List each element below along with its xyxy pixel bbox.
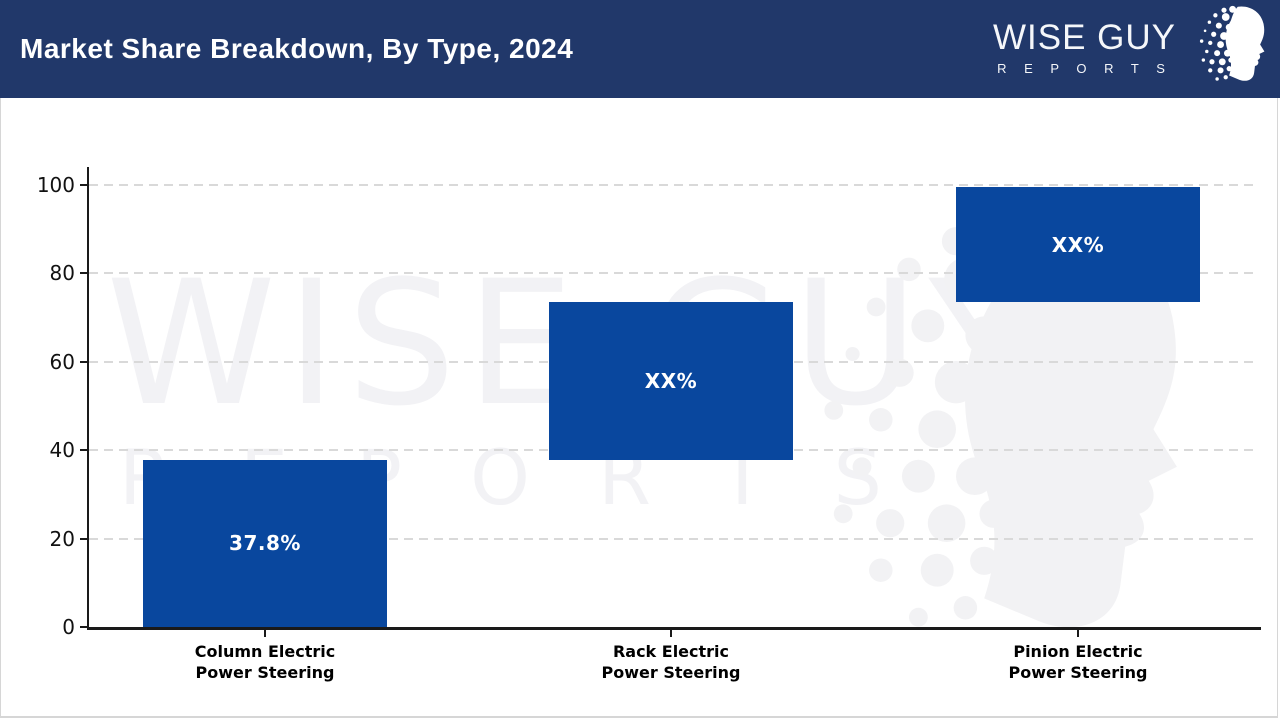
chart-area: WISE GUY R E P O R T S 0 20 40 60 80 100 37.8%… <box>0 98 1278 718</box>
y-axis-tick <box>80 449 89 452</box>
y-axis-tick-label: 80 <box>49 261 75 286</box>
y-axis-tick <box>80 184 89 186</box>
category-label-line: Column Electric <box>194 642 336 661</box>
gridline <box>89 537 1259 540</box>
y-axis-tick-label: 40 <box>49 438 75 463</box>
header: Market Share Breakdown, By Type, 2024 WI… <box>0 0 1280 98</box>
category-label-line: Power Steering <box>601 663 741 682</box>
x-axis-tick <box>670 630 672 637</box>
y-axis-tick-label: 20 <box>49 526 75 551</box>
y-axis-tick <box>80 537 89 540</box>
bar-value-label: XX% <box>1051 232 1105 257</box>
logo-subtitle: R E P O R T S <box>997 61 1172 76</box>
category-label-line: Rack Electric <box>612 642 730 661</box>
y-axis-tick <box>80 360 89 363</box>
logo-wordmark: WISE GUY <box>992 18 1176 57</box>
x-axis-line <box>87 627 1261 630</box>
y-axis-tick-label: 60 <box>49 349 75 374</box>
gridline <box>89 272 1259 275</box>
x-axis-tick <box>264 630 266 637</box>
logo-text: WISE GUY R E P O R T S <box>993 18 1176 78</box>
bar-value-label: XX% <box>644 369 698 394</box>
brand-logo: WISE GUY R E P O R T S <box>993 5 1268 91</box>
category-label-line: Power Steering <box>1008 663 1148 682</box>
chart-bar-column-electric-power-steering: 37.8% <box>143 459 387 627</box>
y-axis-tick <box>80 272 89 275</box>
y-axis-tick-label: 0 <box>62 615 75 639</box>
category-label-column-electric-power-steering: Column Electric Power Steering <box>105 641 425 683</box>
category-label-rack-electric-power-steering: Rack Electric Power Steering <box>511 641 831 683</box>
category-label-line: Power Steering <box>195 663 335 682</box>
y-axis-tick <box>80 626 89 628</box>
dotted-head-profile-icon <box>1199 5 1265 81</box>
gridline <box>89 184 1259 186</box>
chart-bar-rack-electric-power-steering: XX% <box>549 302 793 460</box>
page-title: Market Share Breakdown, By Type, 2024 <box>20 33 574 64</box>
bar-value-label: 37.8% <box>229 531 301 556</box>
y-axis-tick-label: 100 <box>36 173 75 197</box>
x-axis-tick <box>1077 630 1079 637</box>
category-label-pinion-electric-power-steering: Pinion Electric Power Steering <box>918 641 1238 683</box>
category-label-line: Pinion Electric <box>1013 642 1143 661</box>
y-axis-line <box>87 167 89 630</box>
chart-bar-pinion-electric-power-steering: XX% <box>956 187 1200 303</box>
